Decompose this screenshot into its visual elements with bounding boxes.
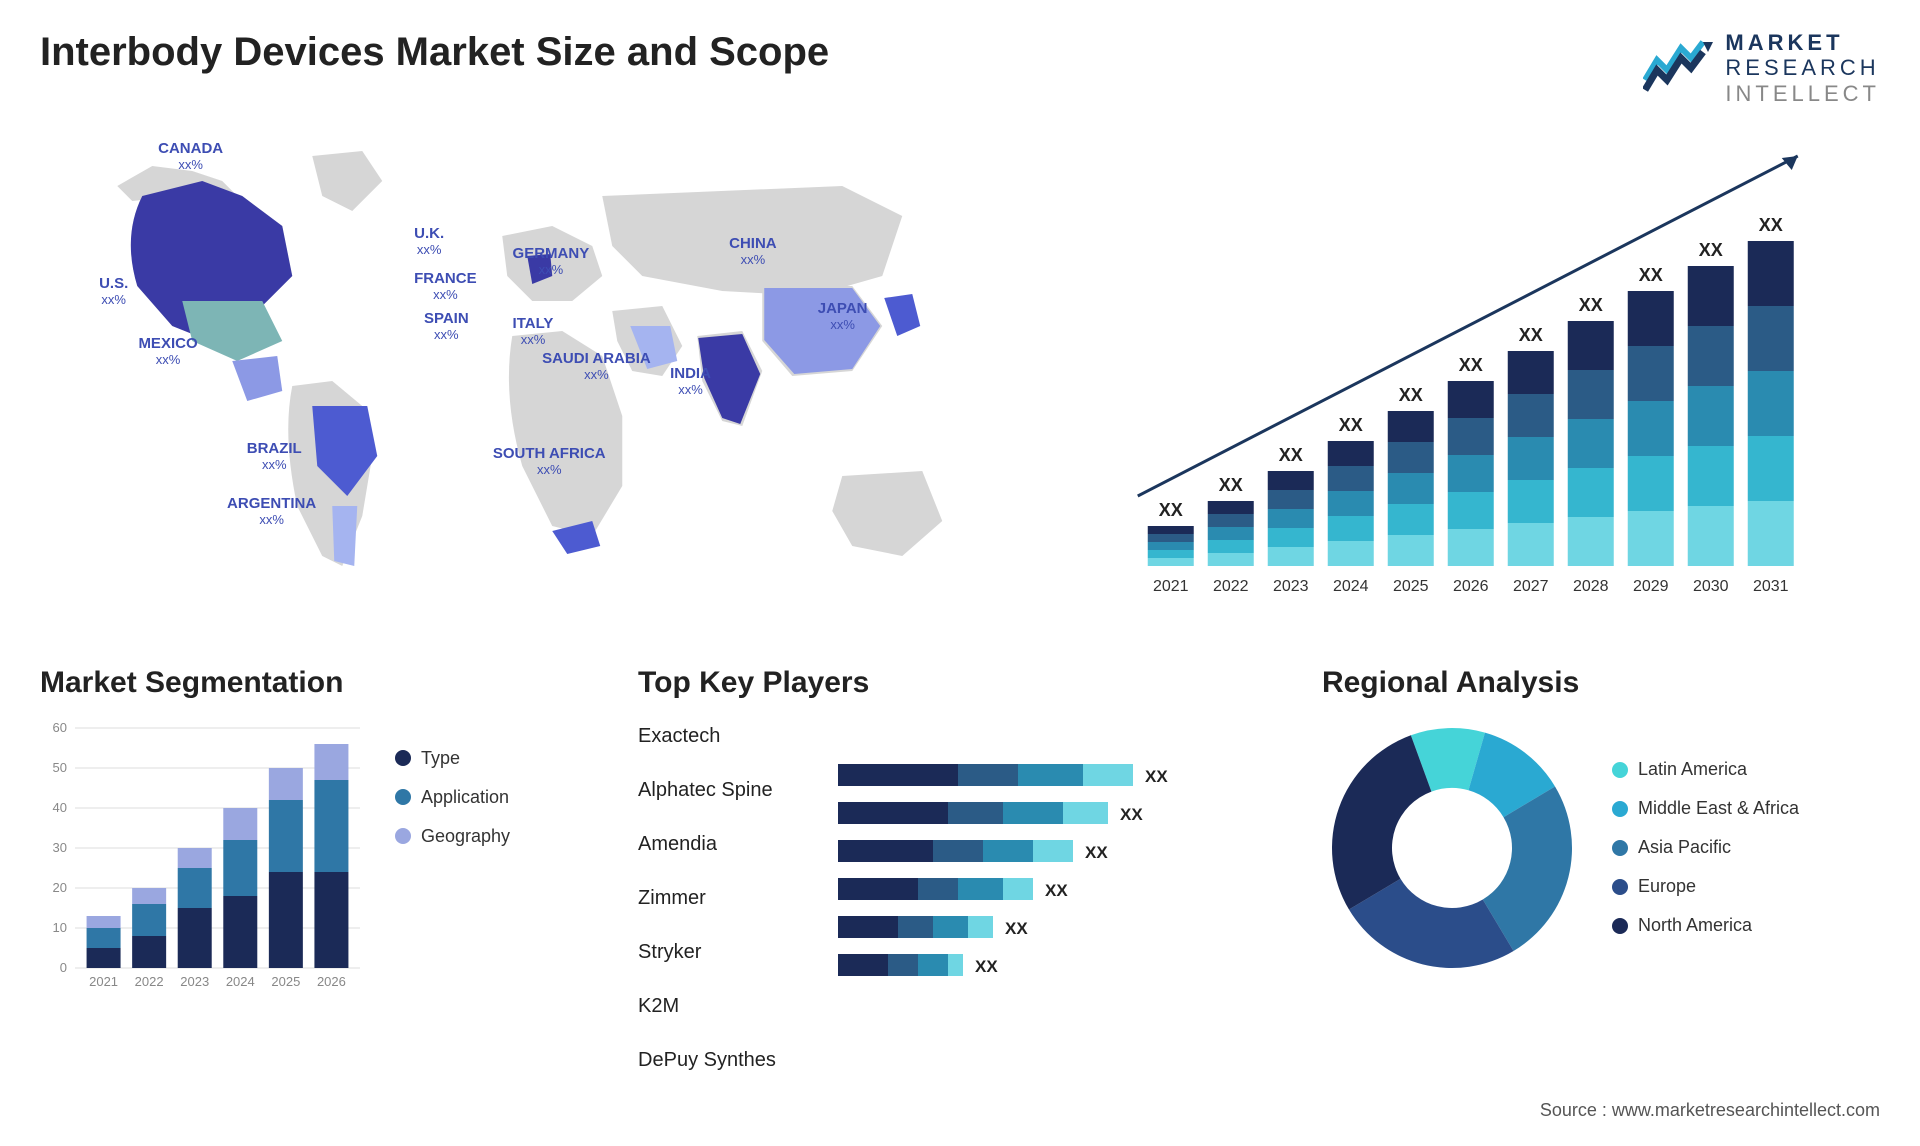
svg-text:2022: 2022: [135, 974, 164, 989]
world-map-svg: [40, 126, 1025, 626]
map-label: ARGENTINAxx%: [227, 496, 316, 528]
svg-text:2030: 2030: [1692, 578, 1728, 595]
logo-text-2: RESEARCH: [1725, 55, 1880, 80]
svg-text:XX: XX: [1218, 475, 1242, 495]
map-label: BRAZILxx%: [247, 441, 302, 473]
segmentation-legend: Type Application Geography: [395, 748, 510, 847]
map-label: CHINAxx%: [729, 236, 777, 268]
svg-text:2026: 2026: [317, 974, 346, 989]
brand-logo: MARKET RESEARCH INTELLECT: [1643, 30, 1880, 106]
map-label: MEXICOxx%: [138, 336, 197, 368]
legend-item: Asia Pacific: [1612, 837, 1799, 858]
players-panel: Top Key Players Exactech Alphatec Spine Am…: [638, 666, 1282, 1080]
svg-text:2025: 2025: [1392, 578, 1428, 595]
svg-text:XX: XX: [1398, 385, 1422, 405]
svg-text:XX: XX: [975, 957, 998, 976]
legend-item: Type: [395, 748, 510, 769]
svg-text:XX: XX: [1698, 240, 1722, 260]
svg-text:40: 40: [53, 800, 67, 815]
segmentation-chart: 0 10 20 30 40 50 60 2021 2022 2023 2024 2025 2026: [40, 718, 370, 998]
svg-text:XX: XX: [1120, 805, 1143, 824]
svg-text:2023: 2023: [1272, 578, 1308, 595]
legend-item: Middle East & Africa: [1612, 798, 1799, 819]
svg-text:XX: XX: [1758, 215, 1782, 235]
players-title: Top Key Players: [638, 666, 1282, 700]
svg-text:2031: 2031: [1752, 578, 1788, 595]
svg-text:2021: 2021: [89, 974, 118, 989]
svg-text:2027: 2027: [1512, 578, 1548, 595]
map-label: CANADAxx%: [158, 141, 223, 173]
players-labels: Exactech Alphatec Spine Amendia Zimmer Stryk…: [638, 718, 818, 1080]
svg-text:XX: XX: [1518, 325, 1542, 345]
map-label: SAUDI ARABIAxx%: [542, 351, 651, 383]
svg-text:XX: XX: [1005, 919, 1028, 938]
source-text: Source : www.marketresearchintellect.com: [1540, 1100, 1880, 1121]
svg-text:XX: XX: [1045, 881, 1068, 900]
player-label: Stryker: [638, 934, 818, 972]
page-title: Interbody Devices Market Size and Scope: [40, 30, 829, 75]
legend-item: Application: [395, 787, 510, 808]
svg-text:XX: XX: [1278, 445, 1302, 465]
regional-panel: Regional Analysis Latin America Middle Ea…: [1322, 666, 1880, 978]
player-label: Zimmer: [638, 880, 818, 918]
logo-icon: [1643, 40, 1713, 95]
legend-item: Europe: [1612, 876, 1799, 897]
svg-text:10: 10: [53, 920, 67, 935]
svg-text:2023: 2023: [180, 974, 209, 989]
legend-item: Geography: [395, 826, 510, 847]
svg-text:2022: 2022: [1212, 578, 1248, 595]
segmentation-title: Market Segmentation: [40, 666, 598, 700]
svg-text:XX: XX: [1338, 415, 1362, 435]
map-label: ITALYxx%: [513, 316, 554, 348]
logo-text-3: INTELLECT: [1725, 81, 1880, 106]
legend-item: Latin America: [1612, 759, 1799, 780]
map-label: SPAINxx%: [424, 311, 469, 343]
svg-text:0: 0: [60, 960, 67, 975]
svg-text:XX: XX: [1578, 295, 1602, 315]
svg-text:2026: 2026: [1452, 578, 1488, 595]
players-chart: XXXXXXXXXXXX: [838, 718, 1198, 1008]
svg-text:2028: 2028: [1572, 578, 1608, 595]
map-label: U.K.xx%: [414, 226, 444, 258]
svg-text:XX: XX: [1458, 355, 1482, 375]
map-label: GERMANYxx%: [513, 246, 590, 278]
svg-text:XX: XX: [1158, 500, 1182, 520]
map-label: U.S.xx%: [99, 276, 128, 308]
player-label: Alphatec Spine: [638, 772, 818, 810]
map-label: JAPANxx%: [818, 301, 868, 333]
segmentation-panel: Market Segmentation 0 10 20 30 40 50 60 2021 202…: [40, 666, 598, 998]
svg-text:2024: 2024: [226, 974, 255, 989]
growth-chart: XX 2021 XX 2022 XX 2023 XX 2024 XX 2025 XX 2026 XX 20…: [1075, 126, 1881, 626]
svg-text:XX: XX: [1638, 265, 1662, 285]
svg-text:2021: 2021: [1152, 578, 1188, 595]
player-label: Exactech: [638, 718, 818, 756]
svg-text:50: 50: [53, 760, 67, 775]
svg-text:20: 20: [53, 880, 67, 895]
svg-text:2024: 2024: [1332, 578, 1368, 595]
map-label: SOUTH AFRICAxx%: [493, 446, 606, 478]
svg-text:60: 60: [53, 720, 67, 735]
svg-text:30: 30: [53, 840, 67, 855]
regional-title: Regional Analysis: [1322, 666, 1880, 700]
svg-text:2029: 2029: [1632, 578, 1668, 595]
legend-item: North America: [1612, 915, 1799, 936]
svg-text:XX: XX: [1145, 767, 1168, 786]
regional-legend: Latin America Middle East & Africa Asia Pa…: [1612, 759, 1799, 936]
map-label: FRANCExx%: [414, 271, 477, 303]
svg-text:XX: XX: [1085, 843, 1108, 862]
regional-donut: [1322, 718, 1582, 978]
player-label: K2M: [638, 988, 818, 1026]
logo-text-1: MARKET: [1725, 30, 1880, 55]
player-label: Amendia: [638, 826, 818, 864]
player-label: DePuy Synthes: [638, 1042, 818, 1080]
world-map: CANADAxx% U.S.xx% MEXICOxx% BRAZILxx% ARGENT…: [40, 126, 1025, 626]
svg-text:2025: 2025: [271, 974, 300, 989]
map-label: INDIAxx%: [670, 366, 711, 398]
